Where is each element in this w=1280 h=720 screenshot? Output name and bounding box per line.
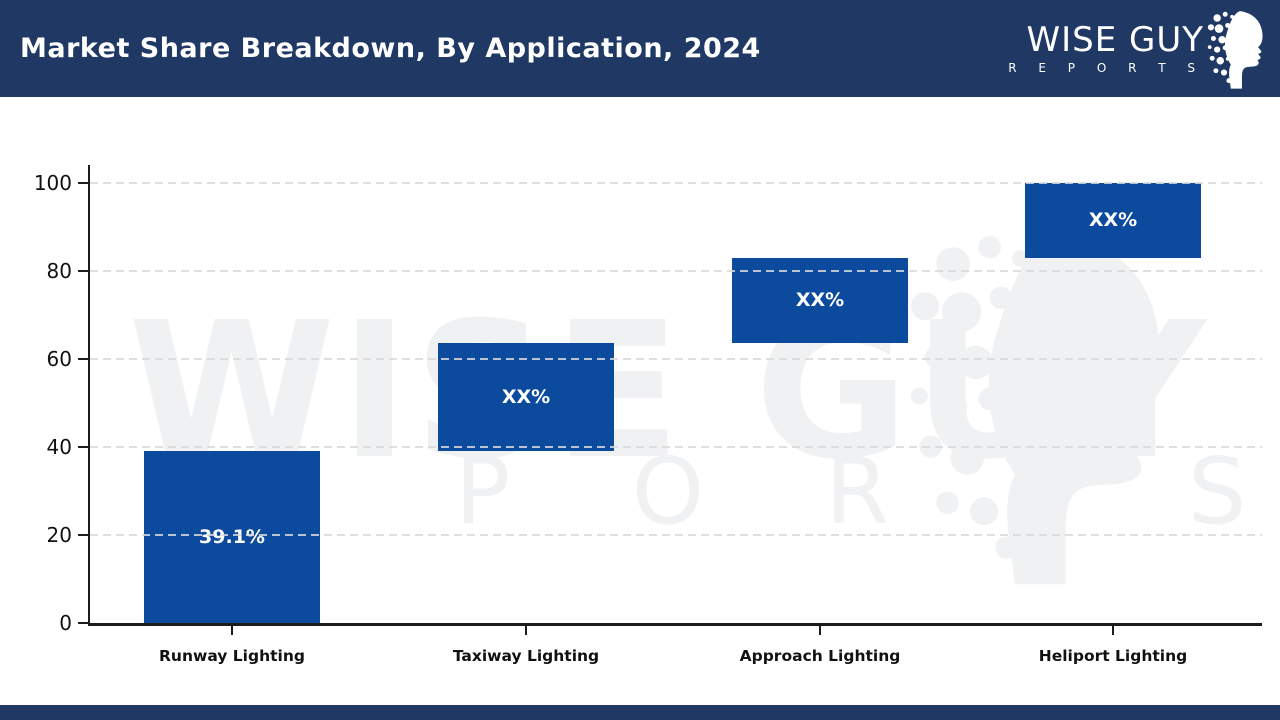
y-tick-mark-40 bbox=[78, 446, 88, 448]
gridline-y20 bbox=[90, 534, 1262, 536]
bar-value-label-runway-lighting: 39.1% bbox=[199, 525, 265, 548]
x-tick-mark-runway-lighting bbox=[231, 626, 233, 635]
bar-approach-lighting: XX% bbox=[732, 257, 908, 344]
wiseguy-logo-text: WISE GUY R E P O R T S bbox=[1002, 20, 1204, 75]
y-tick-mark-80 bbox=[78, 270, 88, 272]
x-tick-mark-approach-lighting bbox=[819, 626, 821, 635]
gridline-y100 bbox=[90, 182, 1262, 184]
wiseguy-logo: WISE GUY R E P O R T S bbox=[1002, 4, 1268, 94]
y-tick-label-40: 40 bbox=[46, 435, 72, 459]
y-tick-mark-100 bbox=[78, 182, 88, 184]
y-tick-mark-0 bbox=[78, 622, 88, 624]
y-tick-mark-20 bbox=[78, 534, 88, 536]
y-tick-label-100: 100 bbox=[33, 171, 72, 195]
y-tick-label-80: 80 bbox=[46, 259, 72, 283]
wiseguy-face-icon bbox=[1207, 11, 1263, 89]
gridline-y60 bbox=[90, 358, 1262, 360]
x-category-label-runway-lighting: Runway Lighting bbox=[159, 647, 305, 665]
logo-wordmark: WISE GUY bbox=[1026, 20, 1204, 61]
bar-runway-lighting: 39.1% bbox=[144, 450, 320, 623]
bar-taxiway-lighting: XX% bbox=[438, 343, 614, 451]
y-tick-label-60: 60 bbox=[46, 347, 72, 371]
bar-heliport-lighting: XX% bbox=[1025, 183, 1201, 258]
logo-subtitle: R E P O R T S bbox=[1008, 60, 1204, 75]
x-category-label-heliport-lighting: Heliport Lighting bbox=[1038, 647, 1188, 665]
header-band: Market Share Breakdown, By Application, … bbox=[0, 0, 1280, 97]
x-tick-mark-taxiway-lighting bbox=[525, 626, 527, 635]
gridline-y40 bbox=[90, 446, 1262, 448]
x-category-label-approach-lighting: Approach Lighting bbox=[739, 647, 901, 665]
watermark-face-icon bbox=[911, 233, 1159, 585]
x-tick-mark-heliport-lighting bbox=[1112, 626, 1114, 635]
plot-area: 0 20 40 60 80 100 39.1% XX% XX% XX% Runway Lightin… bbox=[34, 165, 1262, 665]
bar-value-label-taxiway-lighting: XX% bbox=[501, 386, 551, 409]
bar-value-label-approach-lighting: XX% bbox=[795, 289, 845, 312]
y-tick-mark-60 bbox=[78, 358, 88, 360]
footer-band bbox=[0, 705, 1280, 720]
x-category-label-taxiway-lighting: Taxiway Lighting bbox=[452, 647, 600, 665]
y-tick-label-20: 20 bbox=[46, 523, 72, 547]
bar-value-label-heliport-lighting: XX% bbox=[1088, 209, 1138, 232]
page-title: Market Share Breakdown, By Application, … bbox=[20, 33, 761, 64]
gridline-y80 bbox=[90, 270, 1262, 272]
y-tick-label-0: 0 bbox=[59, 611, 72, 635]
